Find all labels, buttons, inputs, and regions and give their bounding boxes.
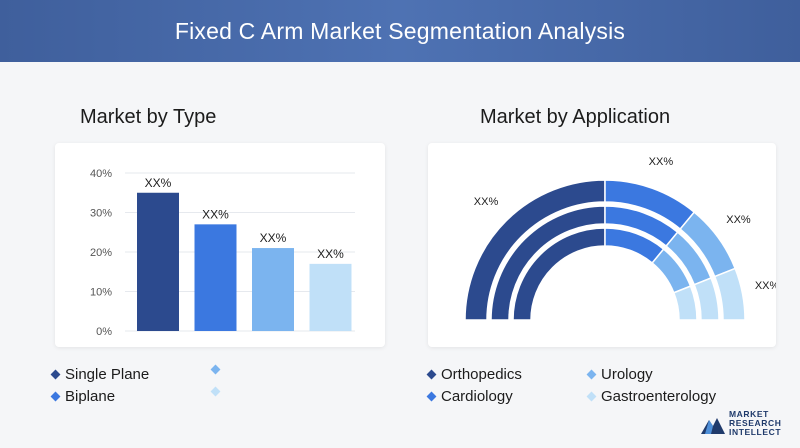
- logo-line-3: INTELLECT: [729, 427, 782, 437]
- legend-item: Urology: [586, 366, 653, 383]
- legend-item: Gastroenterology: [586, 388, 717, 405]
- legend-swatch: [426, 369, 437, 380]
- application-donut-chart: XX% XX% XX% XX%: [464, 156, 780, 321]
- legend-swatch: [50, 391, 61, 402]
- y-tick-label: 10%: [90, 287, 112, 299]
- legend-item: Cardiology: [426, 388, 513, 405]
- bar-data-label: XX%: [202, 207, 229, 221]
- legend-label: Biplane: [65, 388, 116, 405]
- legend-item: Biplane: [50, 388, 116, 405]
- donut-slice: [672, 285, 698, 321]
- bar: [137, 192, 179, 331]
- y-tick-label: 30%: [90, 208, 112, 220]
- legend-label: Gastroenterology: [601, 388, 717, 405]
- type-chart-panel: 0% 10% 20% 30% 40% XX% XX% XX% XX%: [55, 143, 385, 347]
- legend-swatch: [210, 364, 221, 375]
- bar-data-label: XX%: [317, 247, 344, 261]
- legend-item: Single Plane: [50, 366, 150, 383]
- page-title: Fixed C Arm Market Segmentation Analysis: [174, 17, 626, 44]
- legend-label: Orthopedics: [441, 366, 522, 383]
- legend-swatch: [426, 391, 437, 402]
- slice-data-label: XX%: [474, 196, 499, 208]
- bar-data-label: XX%: [260, 231, 287, 245]
- application-chart-panel: XX% XX% XX% XX%: [428, 143, 780, 347]
- y-tick-label: 40%: [90, 168, 112, 180]
- type-bar-chart: 0% 10% 20% 30% 40% XX% XX% XX% XX%: [90, 168, 355, 338]
- logo-mountain-icon: [701, 417, 725, 434]
- legend-item: Orthopedics: [426, 366, 522, 383]
- donut-slice: [713, 267, 746, 321]
- legend-swatch: [50, 369, 61, 380]
- type-chart-title: Market by Type: [80, 106, 217, 128]
- legend-label: Cardiology: [441, 388, 513, 405]
- application-chart-title: Market by Application: [480, 106, 671, 128]
- y-tick-label: 0%: [96, 326, 112, 338]
- y-tick-label: 20%: [90, 247, 112, 259]
- slice-data-label: XX%: [755, 280, 776, 292]
- legend-swatch: [210, 386, 221, 397]
- slice-data-label: XX%: [726, 214, 751, 226]
- legend-label: Single Plane: [65, 366, 150, 383]
- bar: [194, 224, 237, 331]
- brand-logo: MARKET RESEARCH INTELLECT: [700, 410, 782, 437]
- bar: [252, 248, 294, 331]
- legend-item: [210, 386, 225, 397]
- slice-data-label: XX%: [649, 156, 674, 168]
- header-banner: Fixed C Arm Market Segmentation Analysis: [0, 0, 800, 62]
- donut-slice: [693, 277, 720, 321]
- legend-item: [210, 364, 225, 375]
- legend-swatch: [586, 391, 597, 402]
- legend-swatch: [586, 369, 597, 380]
- legend-label: Urology: [601, 366, 653, 383]
- logo-line-1: MARKET: [729, 409, 769, 419]
- logo-line-2: RESEARCH: [729, 418, 782, 428]
- bar: [309, 263, 352, 331]
- bar-data-label: XX%: [145, 176, 172, 190]
